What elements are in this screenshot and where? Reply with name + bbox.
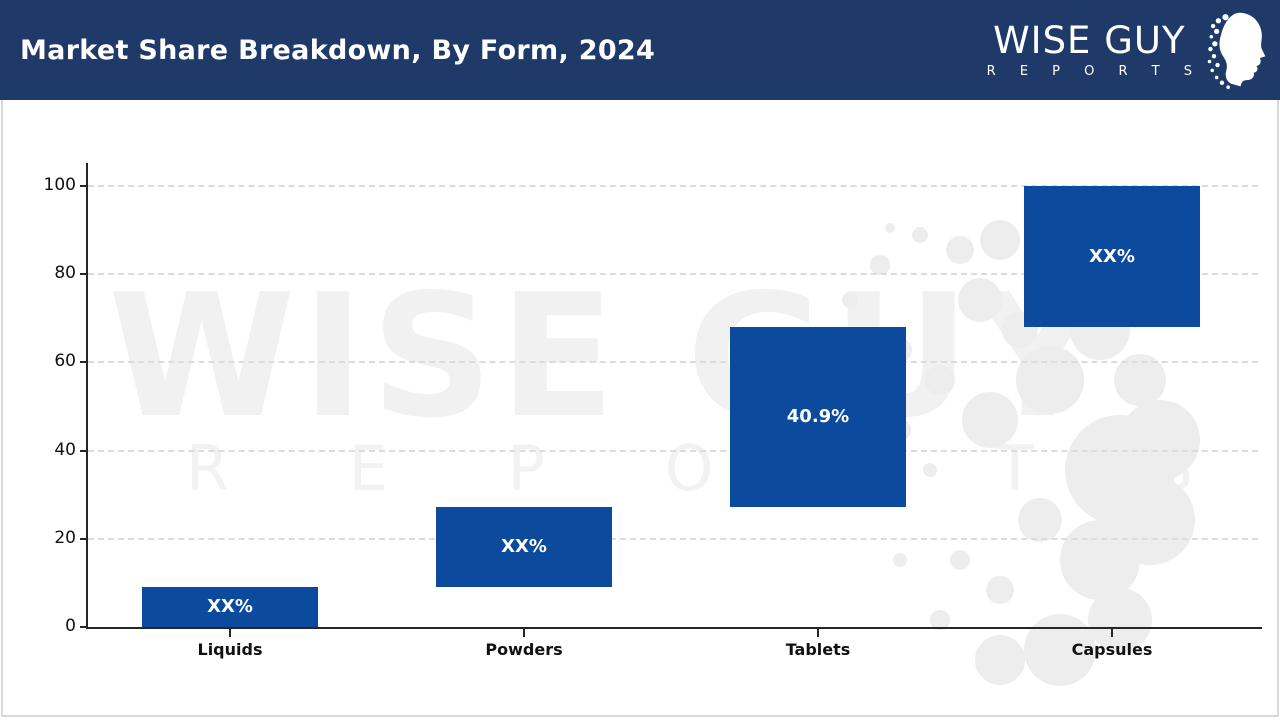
y-tick-mark [80, 361, 88, 364]
page-title: Market Share Breakdown, By Form, 2024 [20, 34, 656, 66]
bar-value-label: XX% [1089, 245, 1135, 267]
x-tick-label: Liquids [197, 640, 263, 659]
y-tick-mark [80, 626, 88, 628]
wiseguy-logo: WISE GUY R E P O R T S [977, 6, 1268, 94]
x-tick-mark [1111, 629, 1113, 637]
x-tick-mark [817, 629, 819, 637]
logo-subtitle: R E P O R T S [986, 63, 1202, 79]
x-tick-label: Capsules [1071, 640, 1153, 659]
gridline-40 [88, 449, 1258, 452]
y-tick-mark [80, 185, 88, 187]
y-tick-label: 80 [54, 263, 76, 284]
y-tick-mark [80, 273, 88, 276]
y-tick-mark [80, 449, 88, 452]
bar-capsules: XX% [1024, 186, 1200, 327]
x-tick-mark [523, 629, 525, 637]
bar-powders: XX% [436, 507, 612, 587]
gridline-80 [88, 273, 1258, 276]
y-tick-label: 20 [54, 527, 76, 548]
y-tick-label: 40 [54, 439, 76, 460]
x-axis-line [86, 627, 1262, 629]
bar-liquids: XX% [142, 586, 318, 627]
header: Market Share Breakdown, By Form, 2024 WI… [0, 0, 1280, 100]
x-tick-label: Powders [485, 640, 563, 659]
bar-tablets: 40.9% [730, 326, 906, 508]
y-axis-line [86, 163, 88, 629]
bar-value-label: XX% [207, 596, 253, 618]
x-tick-label: Tablets [785, 640, 851, 659]
logo-text: WISE GUY R E P O R T S [977, 22, 1202, 79]
gridline-100 [88, 185, 1258, 187]
bar-value-label: 40.9% [786, 406, 850, 428]
gridline-60 [88, 361, 1258, 364]
bar-value-label: XX% [501, 536, 547, 558]
y-tick-label: 0 [65, 616, 76, 636]
gridline-20 [88, 537, 1258, 540]
wiseguy-head-icon [1207, 12, 1266, 89]
y-tick-label: 100 [43, 175, 76, 195]
logo-wordmark: WISE GUY [993, 18, 1186, 62]
y-tick-label: 60 [54, 351, 76, 372]
x-tick-mark [229, 629, 231, 637]
y-tick-mark [80, 537, 88, 540]
